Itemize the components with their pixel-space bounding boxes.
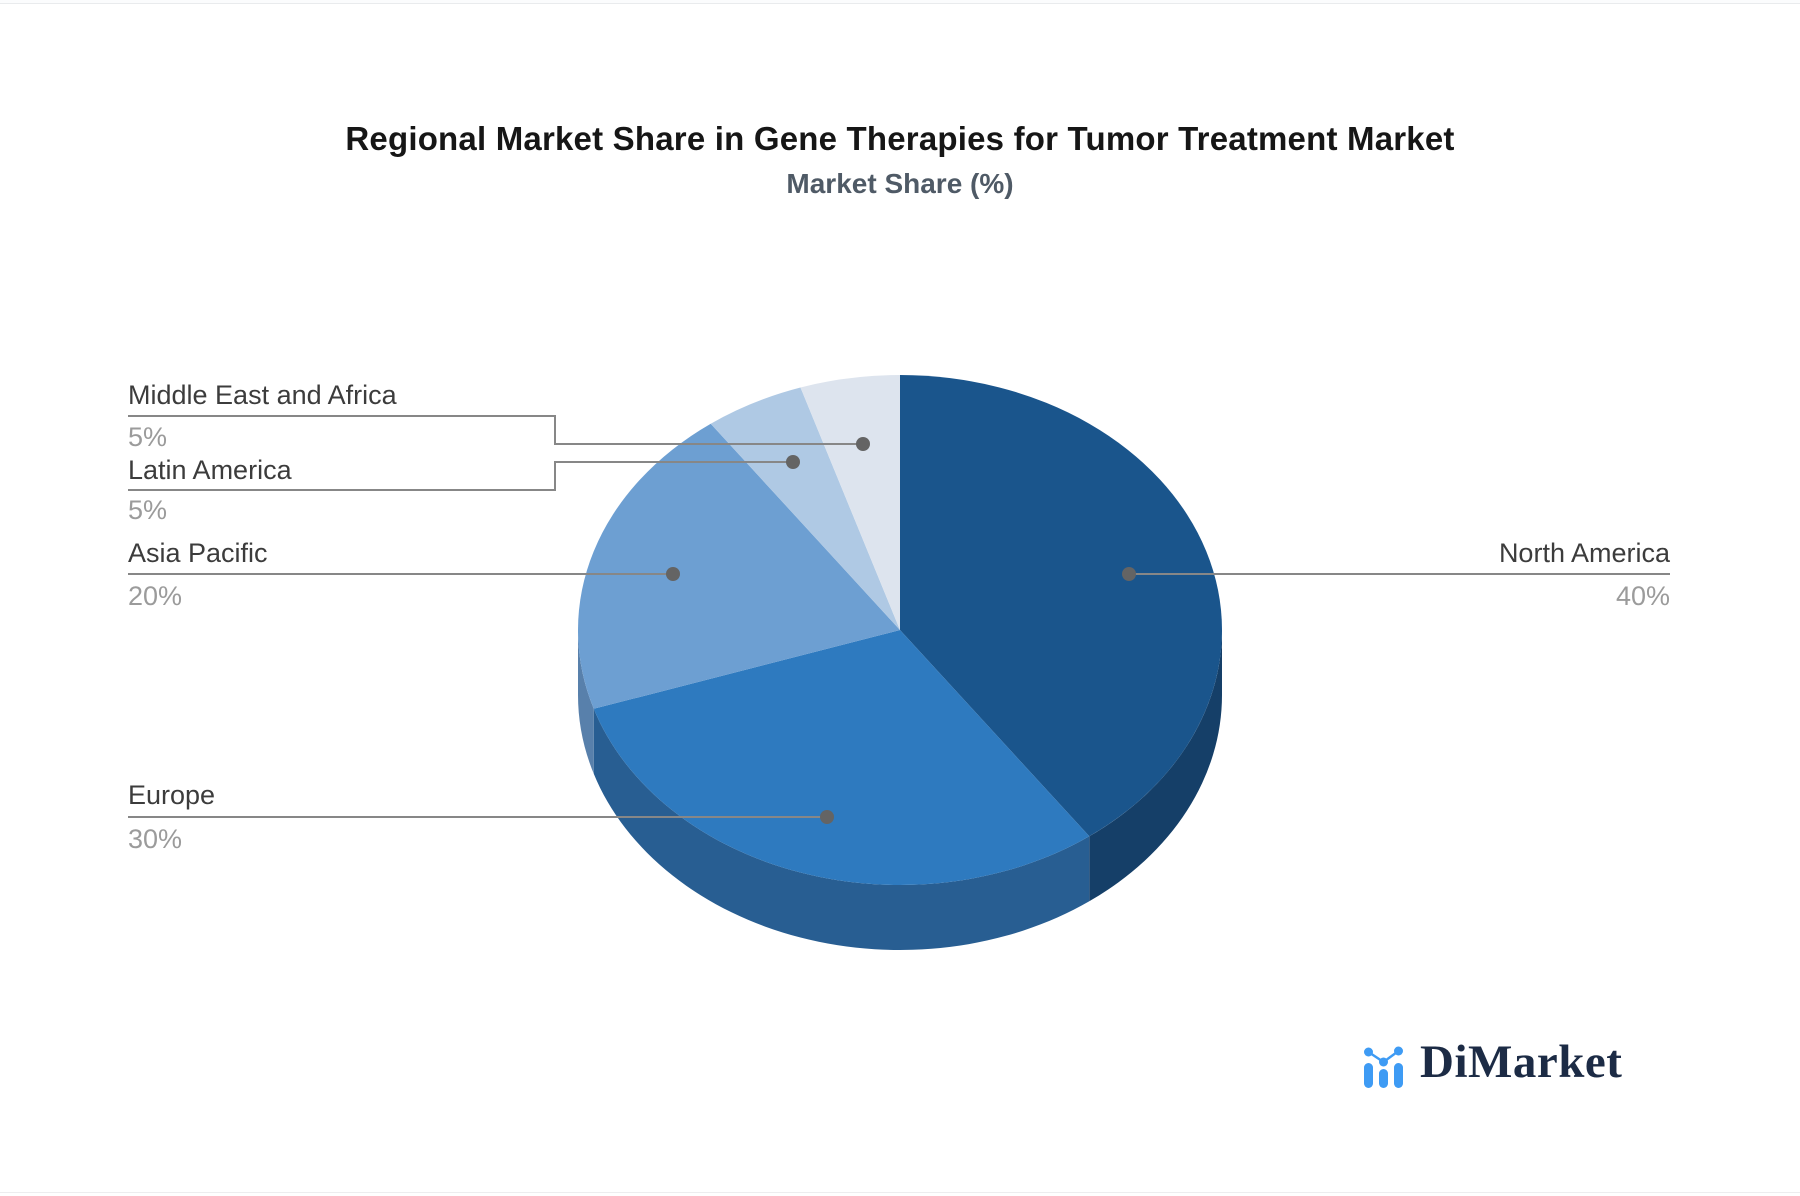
top-hairline: [0, 3, 1800, 4]
label-north-america: North America: [1499, 536, 1670, 575]
region-name: Europe: [128, 780, 216, 810]
chart-title: Regional Market Share in Gene Therapies …: [345, 120, 1455, 157]
label-europe: Europe: [128, 778, 215, 817]
value-latin-america: 5%: [128, 493, 167, 532]
value-europe: 30%: [128, 822, 182, 861]
pie-slice-side-north-america: [1089, 630, 1222, 902]
label-middle-east-and-africa: Middle East and Africa: [128, 378, 397, 417]
region-value: 40%: [1615, 581, 1670, 611]
region-name: Middle East and Africa: [128, 380, 397, 410]
region-value: 5%: [128, 495, 168, 525]
pie-slice-europe[interactable]: [593, 630, 1090, 885]
region-name: Asia Pacific: [128, 538, 268, 568]
bar-line-chart-icon: [1364, 1046, 1403, 1088]
leader-lines: [128, 415, 1670, 824]
value-north-america: 40%: [1616, 579, 1670, 618]
dimarket-logo[interactable]: DiMarket: [1360, 1036, 1622, 1088]
region-value: 20%: [128, 581, 183, 611]
region-value: 5%: [128, 422, 168, 452]
value-middle-east-and-africa: 5%: [128, 420, 167, 459]
logo-text: DiMarket: [1420, 1036, 1623, 1088]
top-strip: [0, 0, 1800, 3]
pie-slice-latin-america[interactable]: [710, 387, 900, 630]
leader-dot-middle-east-and-africa: [856, 437, 870, 451]
leader-line-middle-east-and-africa: [128, 415, 863, 445]
pie-slice-north-america[interactable]: [900, 375, 1222, 837]
bottom-hairline: [0, 1192, 1800, 1193]
pie-slices: [577, 375, 1222, 885]
label-asia-pacific: Asia Pacific: [128, 536, 268, 575]
leader-dot-latin-america: [786, 455, 800, 469]
pie-slice-side-asia-pacific: [578, 630, 594, 774]
pie-slice-side-europe: [593, 708, 1090, 951]
region-value: 30%: [128, 824, 183, 854]
chart-subtitle: Market Share (%): [786, 168, 1014, 199]
leader-line-latin-america: [128, 461, 793, 491]
leader-dot-north-america: [1122, 567, 1136, 581]
region-name: North America: [1498, 538, 1670, 568]
region-name: Latin America: [128, 455, 292, 485]
value-asia-pacific: 20%: [128, 579, 182, 618]
leader-dot-asia-pacific: [666, 567, 680, 581]
label-latin-america: Latin America: [128, 453, 292, 492]
pie-3d-sides: [578, 630, 1222, 951]
leader-dot-europe: [820, 810, 834, 824]
pie-slice-asia-pacific[interactable]: [577, 423, 900, 709]
pie-slice-middle-east-and-africa[interactable]: [800, 375, 900, 630]
